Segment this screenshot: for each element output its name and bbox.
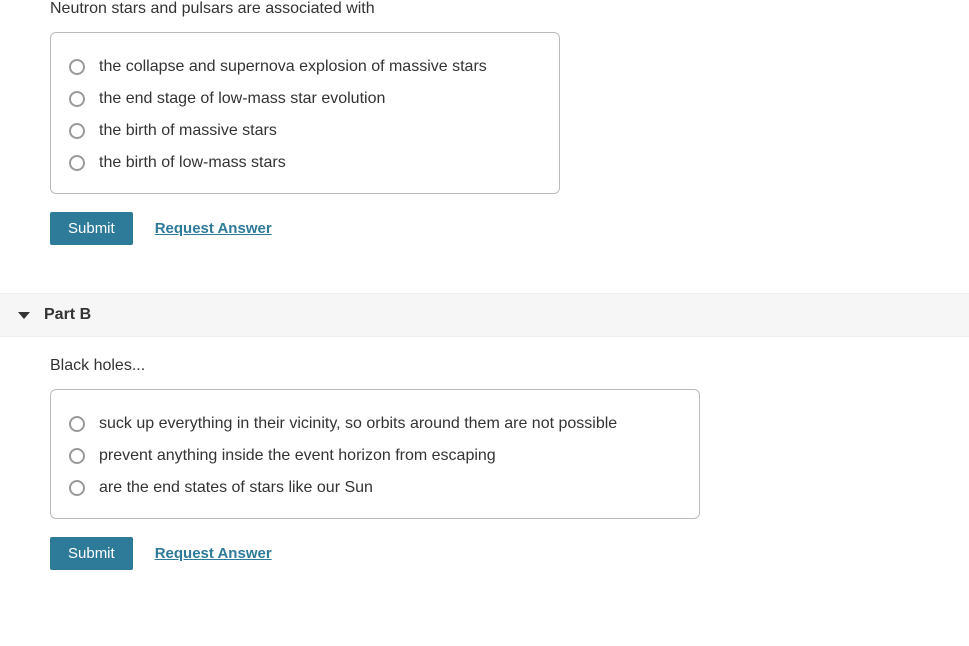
radio-icon[interactable] [69,416,85,432]
request-answer-link[interactable]: Request Answer [155,545,272,562]
radio-icon[interactable] [69,91,85,107]
option-label: are the end states of stars like our Sun [99,479,373,497]
radio-icon[interactable] [69,155,85,171]
option-row[interactable]: the birth of low-mass stars [69,147,541,179]
radio-icon[interactable] [69,59,85,75]
chevron-down-icon [18,312,30,319]
option-label: prevent anything inside the event horizo… [99,447,496,465]
option-label: the birth of massive stars [99,122,277,140]
option-row[interactable]: the birth of massive stars [69,115,541,147]
radio-icon[interactable] [69,123,85,139]
submit-button[interactable]: Submit [50,537,133,570]
option-label: the birth of low-mass stars [99,154,286,172]
option-row[interactable]: suck up everything in their vicinity, so… [69,408,681,440]
action-row: Submit Request Answer [50,212,919,245]
option-row[interactable]: are the end states of stars like our Sun [69,472,681,504]
option-label: the collapse and supernova explosion of … [99,58,487,76]
question-text: Neutron stars and pulsars are associated… [50,0,919,18]
options-box: suck up everything in their vicinity, so… [50,389,700,519]
action-row: Submit Request Answer [50,537,919,570]
radio-icon[interactable] [69,480,85,496]
option-row[interactable]: the end stage of low-mass star evolution [69,83,541,115]
radio-icon[interactable] [69,448,85,464]
request-answer-link[interactable]: Request Answer [155,220,272,237]
submit-button[interactable]: Submit [50,212,133,245]
option-label: suck up everything in their vicinity, so… [99,415,617,433]
part-b-header[interactable]: Part B [0,293,969,337]
option-row[interactable]: the collapse and supernova explosion of … [69,51,541,83]
part-b-block: Black holes... suck up everything in the… [0,357,969,590]
question-text: Black holes... [50,357,919,375]
options-box: the collapse and supernova explosion of … [50,32,560,194]
part-a-block: Neutron stars and pulsars are associated… [0,0,969,265]
option-row[interactable]: prevent anything inside the event horizo… [69,440,681,472]
part-title: Part B [44,306,91,324]
option-label: the end stage of low-mass star evolution [99,90,385,108]
